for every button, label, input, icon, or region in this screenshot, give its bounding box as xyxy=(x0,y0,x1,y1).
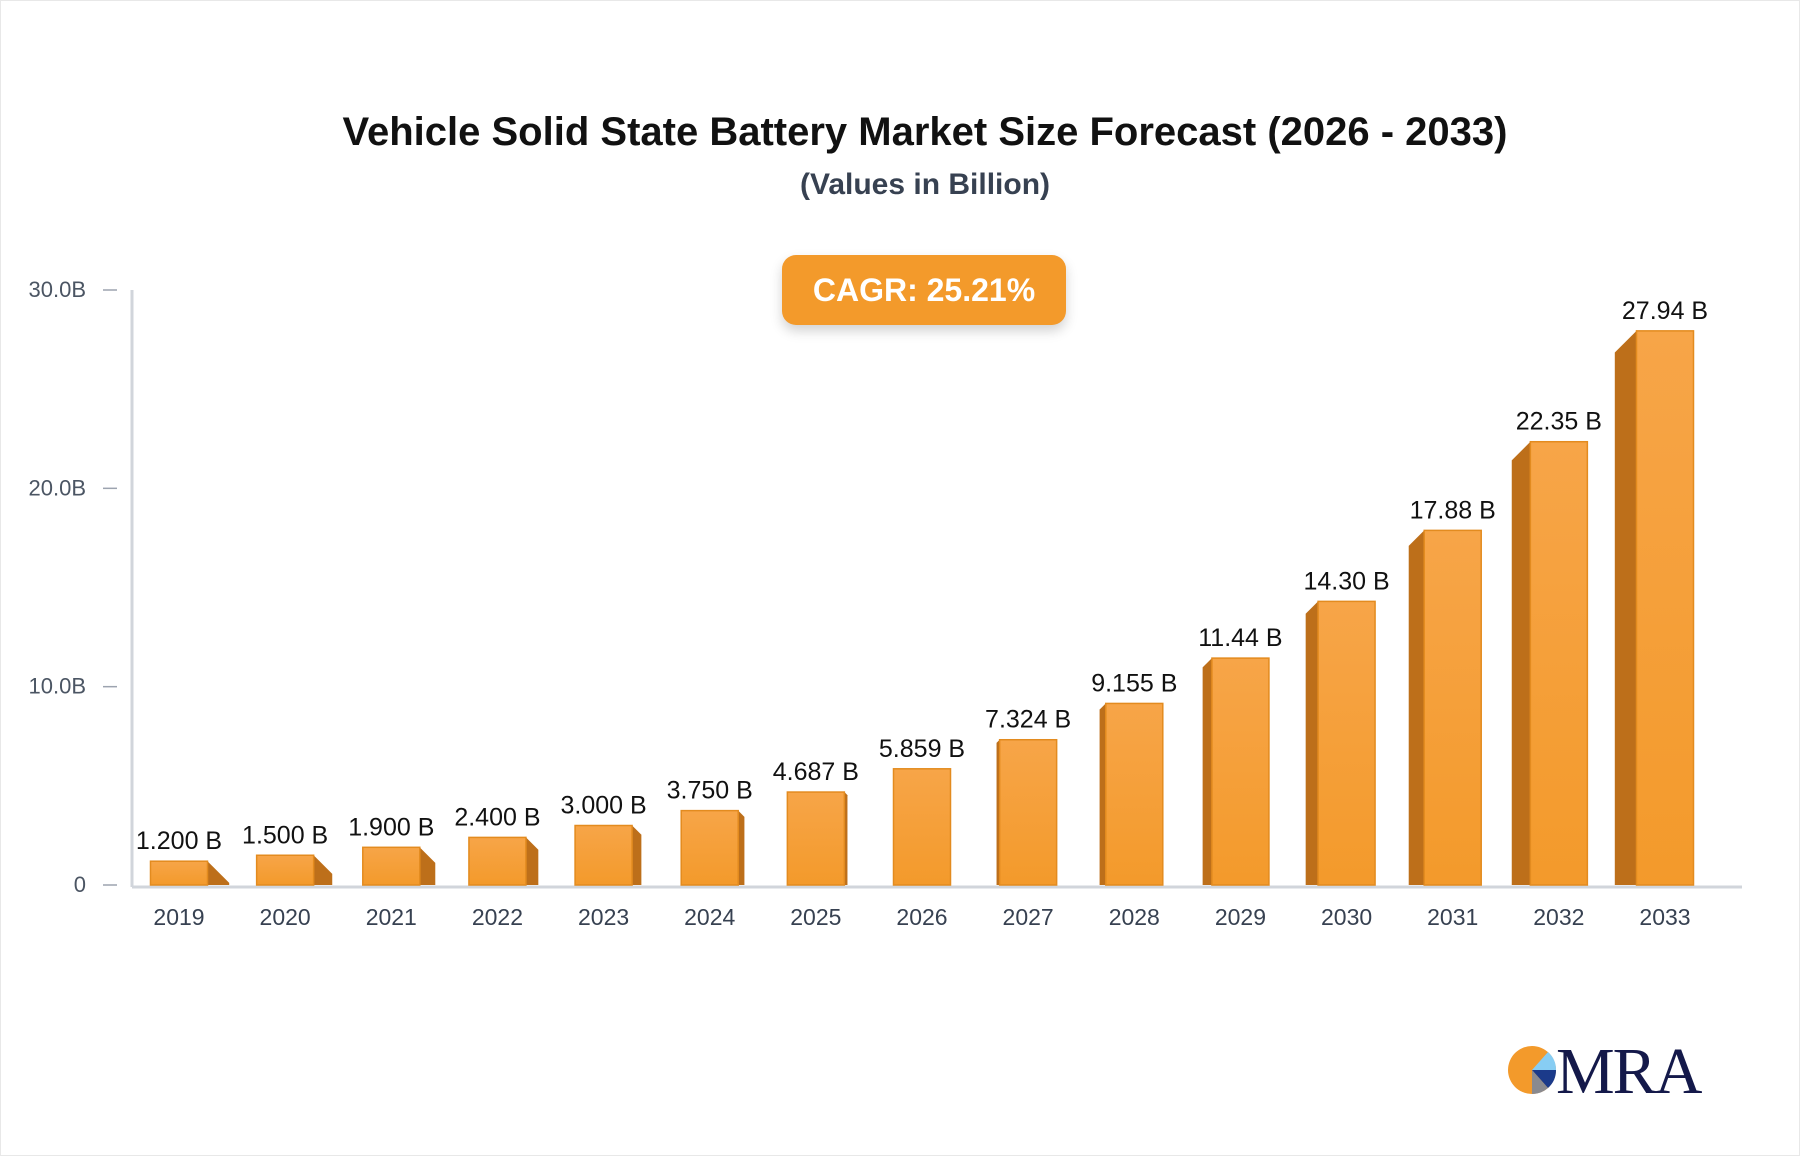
bar-side xyxy=(313,855,333,885)
bar xyxy=(149,860,209,886)
data-label: 1.900 B xyxy=(348,813,434,841)
data-label: 1.500 B xyxy=(242,821,328,849)
bar-side xyxy=(632,825,642,885)
bar-side xyxy=(1511,441,1531,885)
data-label: 9.155 B xyxy=(1091,669,1177,697)
data-label: 4.687 B xyxy=(773,758,859,786)
x-tick-label: 2019 xyxy=(153,904,204,930)
x-tick-label: 2030 xyxy=(1321,904,1372,930)
x-tick-label: 2023 xyxy=(578,904,629,930)
data-label: 22.35 B xyxy=(1516,408,1602,436)
bar xyxy=(574,824,633,886)
bar-side xyxy=(844,792,848,885)
bar-side xyxy=(1305,601,1319,885)
x-tick-label: 2020 xyxy=(260,904,311,930)
x-tick-label: 2028 xyxy=(1109,904,1160,930)
x-tick-label: 2026 xyxy=(896,904,947,930)
x-tick-label: 2022 xyxy=(472,904,523,930)
chart-title: Vehicle Solid State Battery Market Size … xyxy=(342,110,1508,154)
data-label: 11.44 B xyxy=(1198,624,1282,652)
bar-side xyxy=(1408,530,1425,885)
bar xyxy=(892,768,952,886)
x-tick-label: 2033 xyxy=(1639,904,1690,930)
bar-side xyxy=(1202,658,1212,885)
bar xyxy=(1105,702,1164,886)
x-tick-label: 2032 xyxy=(1533,904,1584,930)
x-tick-label: 2029 xyxy=(1215,904,1266,930)
mra-logo: MRA xyxy=(1504,1035,1704,1108)
data-label: 7.324 B xyxy=(985,706,1071,734)
bar xyxy=(786,791,846,886)
data-label: 5.859 B xyxy=(879,735,965,763)
y-tick-label: 0 xyxy=(74,872,86,897)
data-label: 3.750 B xyxy=(667,777,753,805)
bar xyxy=(998,738,1058,886)
data-label: 17.88 B xyxy=(1410,496,1496,524)
data-label: 2.400 B xyxy=(454,803,540,831)
bar xyxy=(1211,657,1270,886)
bar-side xyxy=(207,861,230,885)
bar xyxy=(1317,600,1376,886)
data-label: 14.30 B xyxy=(1303,567,1389,595)
bar xyxy=(680,809,739,886)
bar-side xyxy=(996,739,1000,885)
bar xyxy=(1635,330,1695,886)
bar-side xyxy=(419,847,436,885)
cagr-badge: CAGR: 25.21% xyxy=(782,255,1066,325)
data-label: 1.200 B xyxy=(136,827,222,855)
bar-side xyxy=(1614,330,1637,885)
chart-subtitle: (Values in Billion) xyxy=(799,168,1051,201)
bar-side xyxy=(738,810,745,885)
bar xyxy=(1423,529,1482,886)
bar xyxy=(468,836,527,886)
bar xyxy=(1529,440,1589,886)
data-label: 27.94 B xyxy=(1622,297,1708,325)
x-tick-label: 2021 xyxy=(366,904,417,930)
bar xyxy=(362,846,421,886)
x-tick-label: 2025 xyxy=(790,904,841,930)
y-tick-label: 30.0B xyxy=(29,277,87,302)
pie-logo-icon xyxy=(1508,1046,1557,1095)
y-tick-label: 10.0B xyxy=(29,674,87,699)
logo-text: MRA xyxy=(1556,1035,1702,1108)
x-tick-label: 2024 xyxy=(684,904,735,930)
bar-side xyxy=(1099,703,1106,885)
y-tick-label: 20.0B xyxy=(29,475,87,500)
bar xyxy=(255,854,315,886)
bar-side xyxy=(525,837,539,885)
data-label: 3.000 B xyxy=(560,792,646,820)
x-tick-label: 2031 xyxy=(1427,904,1478,930)
x-tick-label: 2027 xyxy=(1003,904,1054,930)
